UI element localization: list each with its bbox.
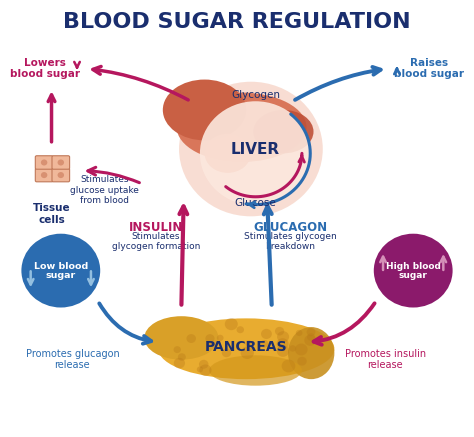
FancyBboxPatch shape xyxy=(52,168,70,182)
Circle shape xyxy=(197,367,203,372)
Circle shape xyxy=(41,172,47,178)
Text: INSULIN: INSULIN xyxy=(128,221,183,234)
FancyBboxPatch shape xyxy=(35,168,53,182)
Circle shape xyxy=(186,334,196,343)
Text: Stimulates
glucose uptake
from blood: Stimulates glucose uptake from blood xyxy=(71,175,139,205)
Circle shape xyxy=(57,160,64,166)
Text: sugar: sugar xyxy=(399,271,428,280)
Text: GLUCAGON: GLUCAGON xyxy=(253,221,328,234)
Ellipse shape xyxy=(158,319,334,379)
Text: Tissue
cells: Tissue cells xyxy=(33,203,70,225)
Circle shape xyxy=(225,318,238,330)
Circle shape xyxy=(207,341,213,347)
Circle shape xyxy=(21,234,100,308)
Text: Promotes insulin
release: Promotes insulin release xyxy=(345,349,426,371)
Circle shape xyxy=(282,360,295,372)
Ellipse shape xyxy=(209,355,302,386)
Text: BLOOD SUGAR REGULATION: BLOOD SUGAR REGULATION xyxy=(63,12,411,32)
Circle shape xyxy=(295,343,308,355)
Circle shape xyxy=(241,347,254,359)
Text: Stimulates glycogen
breakdown: Stimulates glycogen breakdown xyxy=(244,232,337,251)
Circle shape xyxy=(217,335,224,341)
Text: PANCREAS: PANCREAS xyxy=(205,340,288,354)
Circle shape xyxy=(41,160,47,166)
Circle shape xyxy=(297,357,307,366)
Ellipse shape xyxy=(177,93,307,162)
Circle shape xyxy=(246,340,252,347)
Circle shape xyxy=(307,328,315,336)
Text: Glucose: Glucose xyxy=(235,198,276,208)
Circle shape xyxy=(174,358,185,368)
Text: Low blood: Low blood xyxy=(34,262,88,271)
Circle shape xyxy=(237,326,244,333)
Text: Promotes glucagon
release: Promotes glucagon release xyxy=(26,349,119,371)
Circle shape xyxy=(277,331,289,343)
Circle shape xyxy=(57,172,64,178)
Text: sugar: sugar xyxy=(46,271,76,280)
Text: LIVER: LIVER xyxy=(231,142,280,156)
Circle shape xyxy=(200,101,311,205)
Ellipse shape xyxy=(205,134,251,173)
Circle shape xyxy=(200,364,211,376)
Circle shape xyxy=(374,234,453,308)
FancyBboxPatch shape xyxy=(52,156,70,169)
Circle shape xyxy=(304,335,316,346)
Circle shape xyxy=(173,346,181,353)
Ellipse shape xyxy=(163,80,246,140)
Circle shape xyxy=(261,329,272,339)
Circle shape xyxy=(179,82,323,216)
Text: Stimulates
glycogen formation: Stimulates glycogen formation xyxy=(112,232,200,251)
Circle shape xyxy=(222,348,231,357)
Circle shape xyxy=(289,345,296,352)
Ellipse shape xyxy=(144,316,219,360)
Circle shape xyxy=(277,345,289,357)
Text: Lowers
blood sugar: Lowers blood sugar xyxy=(9,58,80,80)
Circle shape xyxy=(178,353,186,361)
Text: Raises
blood sugar: Raises blood sugar xyxy=(394,58,465,80)
Ellipse shape xyxy=(288,327,334,379)
Text: Glycogen: Glycogen xyxy=(231,90,280,100)
Circle shape xyxy=(260,340,269,347)
FancyBboxPatch shape xyxy=(35,156,53,169)
Circle shape xyxy=(205,334,215,343)
Circle shape xyxy=(199,360,209,369)
Circle shape xyxy=(296,330,302,336)
Circle shape xyxy=(275,327,284,336)
Circle shape xyxy=(307,333,315,341)
Circle shape xyxy=(276,338,289,350)
Ellipse shape xyxy=(253,110,313,153)
Text: High blood: High blood xyxy=(386,262,441,271)
